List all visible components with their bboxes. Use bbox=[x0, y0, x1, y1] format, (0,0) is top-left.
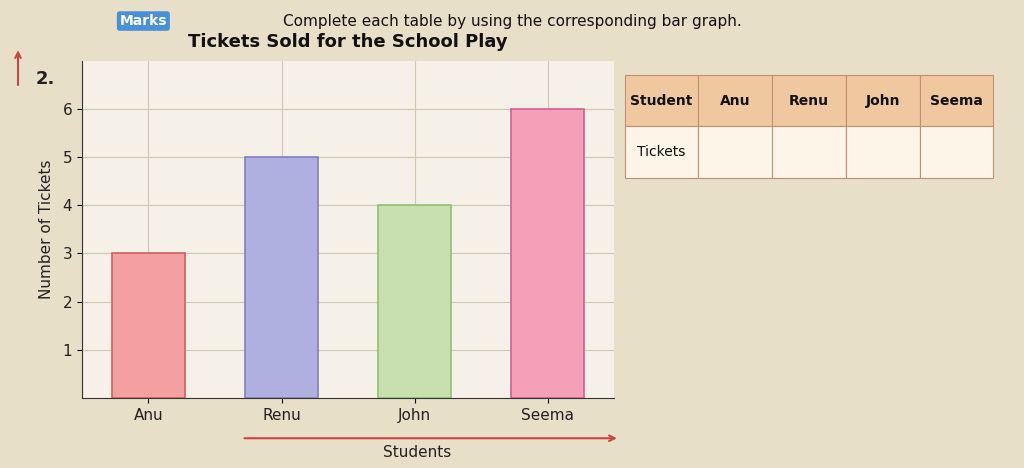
Text: Students: Students bbox=[383, 445, 452, 460]
Title: Tickets Sold for the School Play: Tickets Sold for the School Play bbox=[188, 33, 508, 51]
Text: 2.: 2. bbox=[36, 70, 55, 88]
Bar bbox=[511, 109, 585, 398]
Y-axis label: Number of Tickets: Number of Tickets bbox=[39, 160, 54, 299]
Bar bbox=[378, 205, 452, 398]
Bar bbox=[245, 157, 318, 398]
Text: Complete each table by using the corresponding bar graph.: Complete each table by using the corresp… bbox=[283, 14, 741, 29]
Text: Marks: Marks bbox=[120, 14, 167, 28]
Bar bbox=[112, 253, 185, 398]
